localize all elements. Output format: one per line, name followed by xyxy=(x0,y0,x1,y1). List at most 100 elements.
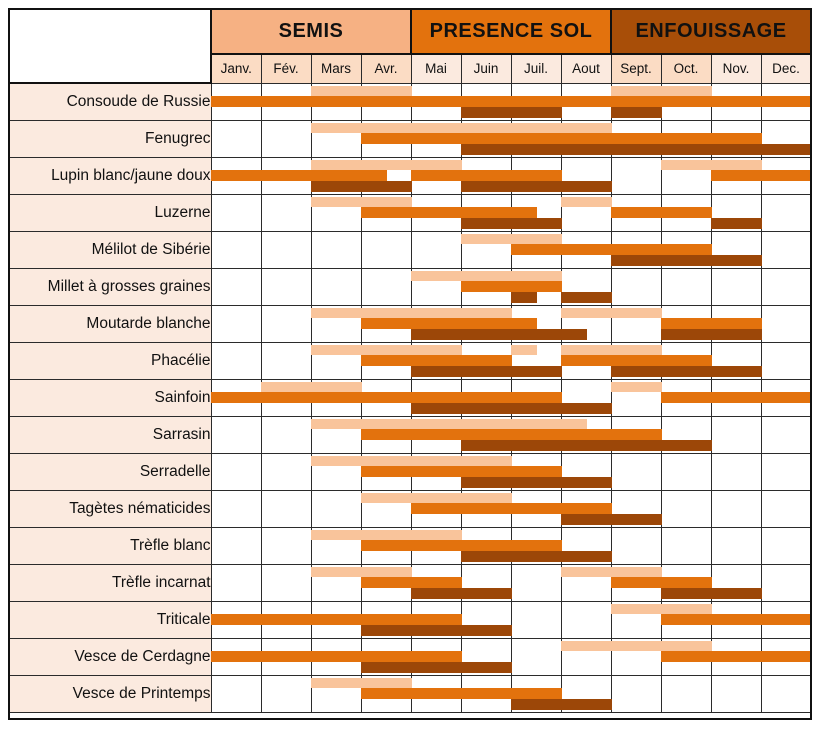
band-semis xyxy=(510,233,562,244)
row-label: Trèfle incarnat xyxy=(8,563,212,602)
month-cell xyxy=(410,304,462,343)
band-presence-sol xyxy=(410,576,462,588)
month-cell xyxy=(610,119,662,158)
band-enfouissage xyxy=(460,550,512,562)
month-cell xyxy=(660,341,712,380)
month-cell xyxy=(410,378,462,417)
band-presence-sol xyxy=(360,317,412,329)
month-cell xyxy=(210,489,262,528)
band-enfouissage xyxy=(460,661,512,673)
band-enfouissage xyxy=(660,254,712,266)
month-cell xyxy=(660,378,712,417)
band-enfouissage xyxy=(610,106,662,118)
band-enfouissage xyxy=(560,698,612,710)
month-header-juin: Juin xyxy=(460,53,512,84)
month-cell xyxy=(610,563,662,602)
band-presence-sol xyxy=(360,206,412,218)
month-cell xyxy=(560,637,612,676)
band-semis xyxy=(660,640,712,651)
band-presence-sol xyxy=(360,169,387,181)
band-presence-sol xyxy=(460,465,512,477)
month-cell xyxy=(610,156,662,195)
month-cell xyxy=(260,230,312,269)
table-row: Moutarde blanche xyxy=(8,304,812,343)
band-semis xyxy=(460,455,512,466)
month-cell xyxy=(660,452,712,491)
month-cell xyxy=(310,156,362,195)
band-presence-sol xyxy=(460,206,512,218)
month-cell xyxy=(560,119,612,158)
month-cell xyxy=(510,674,562,713)
month-cell xyxy=(310,267,362,306)
month-cell xyxy=(510,267,562,306)
band-presence-sol xyxy=(360,576,412,588)
band-semis xyxy=(510,418,562,429)
month-cell xyxy=(310,378,362,417)
month-cell xyxy=(760,489,812,528)
band-semis xyxy=(360,529,412,540)
month-cell xyxy=(710,193,762,232)
month-header-juil: Juil. xyxy=(510,53,562,84)
table-row: Luzerne xyxy=(8,193,812,232)
month-cell xyxy=(410,489,462,528)
month-cell xyxy=(410,341,462,380)
band-presence-sol xyxy=(610,206,662,218)
month-cell xyxy=(710,637,762,676)
band-enfouissage xyxy=(610,513,662,525)
band-presence-sol xyxy=(210,613,262,625)
month-cell xyxy=(260,637,312,676)
band-presence-sol xyxy=(710,132,762,144)
band-presence-sol xyxy=(460,687,512,699)
month-cell xyxy=(460,341,512,380)
band-semis xyxy=(360,307,412,318)
corner-cell xyxy=(8,8,212,84)
month-cell xyxy=(610,230,662,269)
month-cell xyxy=(310,637,362,676)
band-presence-sol xyxy=(510,465,562,477)
band-presence-sol xyxy=(510,539,562,551)
band-presence-sol xyxy=(410,354,462,366)
month-cell xyxy=(360,674,412,713)
band-semis xyxy=(360,196,412,207)
band-enfouissage xyxy=(460,624,512,636)
band-semis xyxy=(410,529,462,540)
month-cell xyxy=(560,526,612,565)
band-semis xyxy=(560,196,612,207)
month-cell xyxy=(660,82,712,121)
month-cell xyxy=(260,452,312,491)
month-cell xyxy=(360,156,412,195)
month-cell xyxy=(510,156,562,195)
band-semis xyxy=(310,566,362,577)
table-body: Consoude de Russie Fenugrec Lupin blanc/ja… xyxy=(8,82,812,713)
table-row: Consoude de Russie xyxy=(8,82,812,121)
month-cell xyxy=(610,415,662,454)
band-semis xyxy=(610,307,662,318)
band-enfouissage xyxy=(460,106,512,118)
band-presence-sol xyxy=(660,317,712,329)
band-enfouissage xyxy=(510,698,562,710)
month-cell xyxy=(660,119,712,158)
band-presence-sol xyxy=(260,95,312,107)
band-enfouissage xyxy=(610,254,662,266)
month-cell xyxy=(610,341,662,380)
band-semis xyxy=(410,122,462,133)
band-presence-sol xyxy=(660,354,712,366)
month-cell xyxy=(410,415,462,454)
month-cell xyxy=(710,526,762,565)
band-semis xyxy=(610,344,662,355)
month-cell xyxy=(310,304,362,343)
month-cell xyxy=(660,156,712,195)
month-cell xyxy=(610,637,662,676)
band-enfouissage xyxy=(610,365,662,377)
row-label: Sainfoin xyxy=(8,378,212,417)
month-cell xyxy=(410,267,462,306)
band-semis xyxy=(360,418,412,429)
band-semis xyxy=(360,122,412,133)
month-cell xyxy=(560,378,612,417)
month-cell xyxy=(560,563,612,602)
band-semis xyxy=(710,159,762,170)
month-cell xyxy=(660,415,712,454)
month-cell xyxy=(210,119,262,158)
month-cell xyxy=(760,600,812,639)
